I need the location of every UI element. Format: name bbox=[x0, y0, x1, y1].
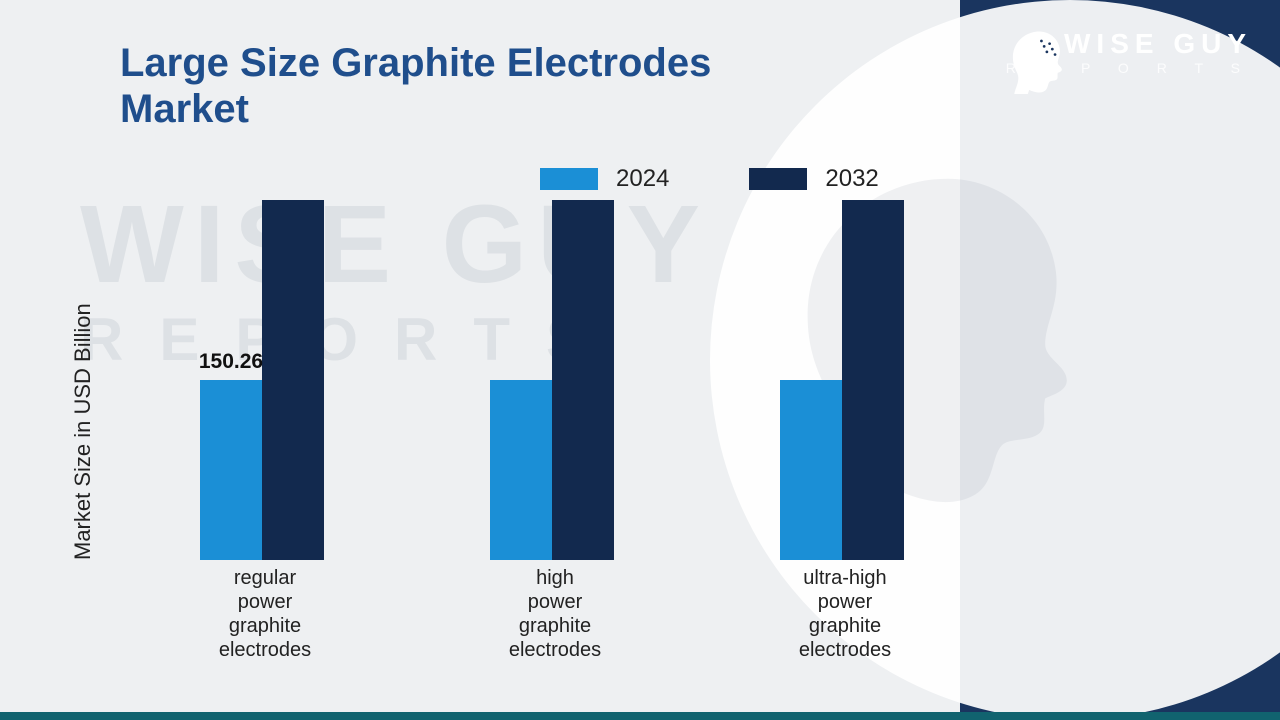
legend-item-2024: 2024 bbox=[540, 165, 669, 193]
logo-line1: WISE GUY bbox=[1006, 28, 1252, 60]
brand-logo: WISE GUY R E P O R T S bbox=[1006, 28, 1252, 76]
plot-area: 150.26 bbox=[100, 200, 980, 560]
chart-canvas: WISE GUY REPORTS Large Size Graphite Ele… bbox=[0, 0, 1280, 720]
legend-swatch-2024 bbox=[540, 168, 598, 190]
y-axis-label: Market Size in USD Billion bbox=[70, 303, 96, 560]
bar-value-label: 150.26 bbox=[181, 350, 281, 374]
bar bbox=[780, 380, 842, 560]
logo-line2: R E P O R T S bbox=[1006, 60, 1252, 76]
x-axis-label: ultra-highpowergraphiteelectrodes bbox=[765, 566, 925, 662]
bar bbox=[842, 200, 904, 560]
x-axis-label: highpowergraphiteelectrodes bbox=[475, 566, 635, 662]
legend-swatch-2032 bbox=[749, 168, 807, 190]
legend: 2024 2032 bbox=[540, 165, 879, 193]
bar bbox=[200, 380, 262, 560]
x-axis-label: regularpowergraphiteelectrodes bbox=[185, 566, 345, 662]
legend-label-2032: 2032 bbox=[825, 165, 878, 193]
bar bbox=[262, 200, 324, 560]
bar bbox=[552, 200, 614, 560]
bottom-edge bbox=[0, 712, 1280, 720]
bar bbox=[490, 380, 552, 560]
legend-label-2024: 2024 bbox=[616, 165, 669, 193]
chart-title: Large Size Graphite Electrodes Market bbox=[120, 40, 740, 132]
legend-item-2032: 2032 bbox=[749, 165, 878, 193]
